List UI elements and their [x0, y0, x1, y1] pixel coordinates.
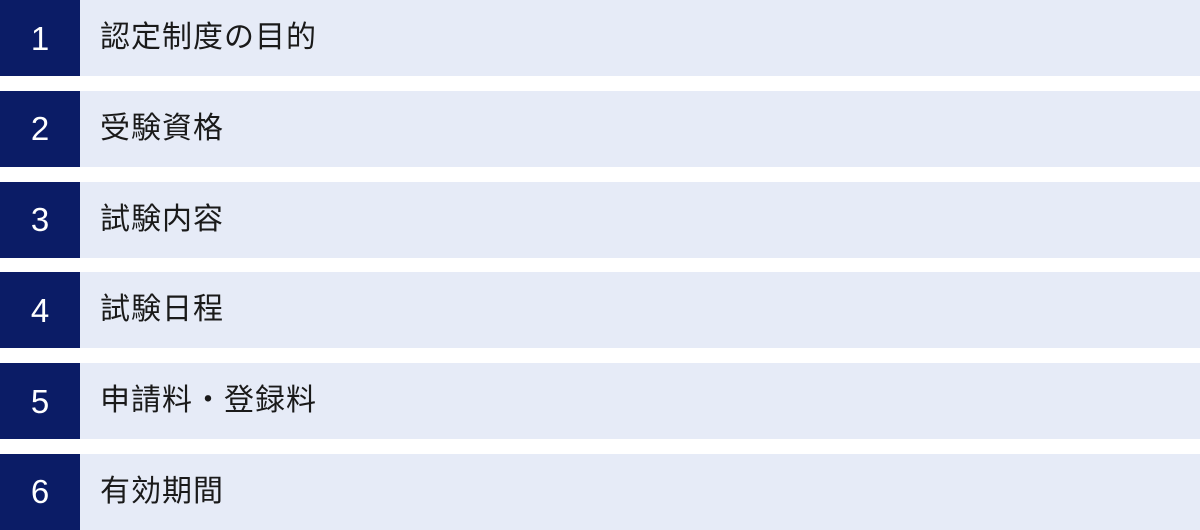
item-label: 試験日程 — [100, 293, 224, 327]
item-label-bar: 有効期間 — [80, 453, 1200, 530]
item-label-bar: 試験日程 — [80, 272, 1200, 349]
toc-item-3[interactable]: 3 試験内容 — [0, 181, 1200, 258]
item-number-badge: 3 — [0, 181, 80, 258]
toc-item-4[interactable]: 4 試験日程 — [0, 272, 1200, 349]
toc-item-1[interactable]: 1 認定制度の目的 — [0, 0, 1200, 76]
item-label-bar: 認定制度の目的 — [80, 0, 1200, 76]
item-label-bar: 申請料・登録料 — [80, 363, 1200, 440]
item-number-badge: 2 — [0, 90, 80, 167]
item-label-bar: 試験内容 — [80, 181, 1200, 258]
toc-item-2[interactable]: 2 受験資格 — [0, 90, 1200, 167]
item-number-badge: 1 — [0, 0, 80, 76]
item-number-badge: 4 — [0, 272, 80, 349]
item-label: 申請料・登録料 — [100, 384, 317, 418]
item-number-badge: 6 — [0, 453, 80, 530]
item-label: 受験資格 — [100, 111, 224, 145]
item-label: 試験内容 — [100, 202, 224, 236]
item-label: 認定制度の目的 — [100, 21, 317, 54]
toc-item-6[interactable]: 6 有効期間 — [0, 453, 1200, 530]
item-number-badge: 5 — [0, 363, 80, 440]
item-label-bar: 受験資格 — [80, 90, 1200, 167]
toc-item-5[interactable]: 5 申請料・登録料 — [0, 363, 1200, 440]
item-label: 有効期間 — [100, 474, 224, 508]
